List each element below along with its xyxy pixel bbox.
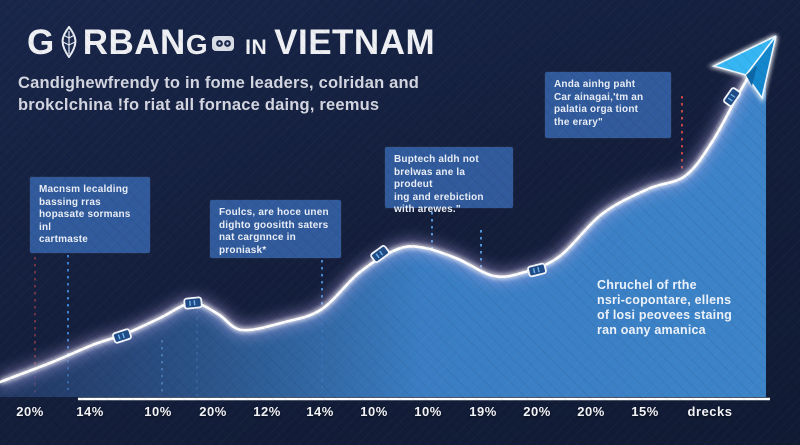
subtitle-line2: brokclchina !fo riat all fornace daing, …: [18, 96, 380, 114]
x-axis-label: 19%: [469, 404, 497, 419]
callout-4-line3: palatia orga tiont: [554, 104, 639, 115]
line-markers: [112, 87, 741, 344]
callout-3-line1: Buptech aldh not: [394, 154, 479, 165]
callout-2-line1: Foulcs, are hoce unen: [219, 207, 329, 218]
trend-line: [0, 58, 763, 389]
callout-1-line1: Macnsm lecalding: [39, 184, 129, 195]
title-text-g1: G: [27, 23, 55, 62]
line-marker: [183, 296, 203, 310]
x-axis-labels: 20% 14% 10% 20% 12% 14% 10% 10% 19% 20% 20% 15% drec…: [0, 404, 800, 428]
x-axis-label: 20%: [16, 404, 44, 419]
title-text-rban: RBAN: [82, 23, 186, 62]
callout-3-line3: ing and erebiction: [394, 191, 484, 203]
side-note-line3: of losi peovees staing: [597, 308, 732, 322]
callout-box-2: Foulcs, are hoce unen dighto goositth sa…: [210, 200, 341, 258]
callout-box-1: Macnsm lecalding bassing rras hopasate s…: [30, 177, 150, 253]
callout-1-line3: hopasate sormans inl: [39, 209, 131, 233]
side-note-line1: Chruchel of rthe: [597, 278, 697, 292]
callout-2-line2: dighto goositth saters: [219, 219, 329, 231]
x-axis-label: 20%: [577, 404, 605, 419]
trend-line-core: [0, 60, 759, 384]
subtitle: Candighewfrendy to in fome leaders, colr…: [18, 72, 438, 116]
callout-3-line4: with arewes.": [394, 204, 461, 215]
side-note-line2: nsri-copontare, ellens: [597, 293, 732, 307]
x-axis-label: 10%: [360, 404, 388, 419]
line-marker: [370, 245, 390, 263]
x-axis-label: 15%: [631, 404, 659, 419]
title-text-in: IN: [245, 36, 268, 59]
x-axis-label: 10%: [414, 404, 442, 419]
page-title: G RBAN G IN VIETNAM: [27, 22, 435, 62]
camera-badge-icon: [211, 34, 235, 57]
callout-3-line2: brelwas ane la prodeut: [394, 166, 466, 191]
callout-box-3: Buptech aldh not brelwas ane la prodeut …: [385, 147, 513, 215]
leaf-logo-icon: [57, 25, 81, 63]
x-axis-label: 12%: [253, 404, 281, 419]
callout-box-4: Anda ainhg paht Car ainagai,'tm an palat…: [545, 72, 671, 138]
area-fill: [0, 52, 766, 397]
x-axis-label: 14%: [306, 404, 334, 419]
callout-4-line4: the erary": [554, 116, 603, 128]
title-text-vietnam: VIETNAM: [274, 23, 436, 62]
line-marker: [112, 328, 132, 344]
x-axis-label: 10%: [144, 404, 172, 419]
callout-4-line1: Anda ainhg paht: [554, 79, 636, 90]
x-axis-label: 14%: [76, 404, 104, 419]
callout-1-line4: cartmaste: [39, 234, 89, 245]
callout-2-line3: nat cargnnce in: [219, 232, 296, 243]
callout-1-line2: bassing rras: [39, 196, 101, 208]
title-text-g2: G: [185, 29, 209, 60]
x-axis-label: 20%: [199, 404, 227, 419]
side-note-line4: ran oany amanica: [597, 323, 706, 337]
x-axis-label: drecks: [687, 404, 733, 419]
callout-4-line2: Car ainagai,'tm an: [554, 91, 644, 103]
arrow-icon: [708, 34, 778, 103]
callout-2-line4: proniask*: [219, 244, 267, 256]
line-marker: [723, 87, 741, 107]
x-axis-label: 20%: [523, 404, 551, 419]
line-marker: [527, 262, 547, 278]
side-note: Chruchel of rthe nsri-copontare, ellens …: [597, 278, 757, 338]
area-under-curve: [0, 52, 766, 397]
subtitle-line1: Candighewfrendy to in fome leaders, colr…: [18, 74, 420, 92]
